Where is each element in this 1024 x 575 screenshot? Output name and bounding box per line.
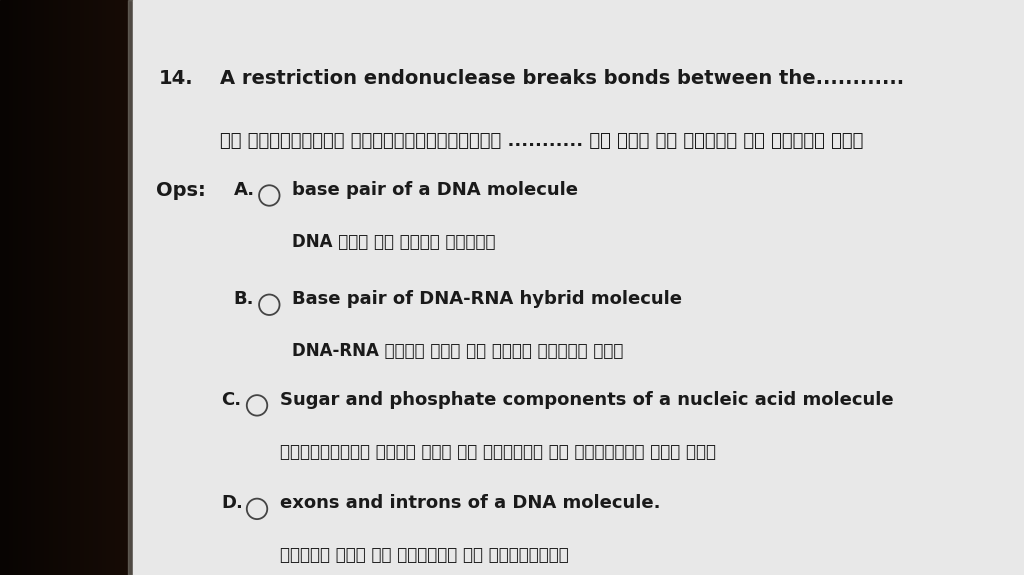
Bar	[120, 0, 124, 575]
Bar	[84, 0, 89, 575]
Text: A.: A.	[233, 181, 255, 199]
Bar	[49, 0, 53, 575]
Bar	[129, 0, 133, 575]
Bar	[17, 0, 23, 575]
Bar	[128, 0, 133, 575]
Bar	[62, 0, 67, 575]
Bar	[9, 0, 13, 575]
Bar	[23, 0, 27, 575]
Bar	[57, 0, 62, 575]
Bar	[106, 0, 111, 575]
Bar	[89, 0, 93, 575]
Text: डीएनए अणु के एक्सॉन और इंट्रॉन।: डीएनए अणु के एक्सॉन और इंट्रॉन।	[280, 546, 568, 564]
Text: D.: D.	[221, 494, 243, 512]
Bar	[53, 0, 57, 575]
Text: Base pair of DNA-RNA hybrid molecule: Base pair of DNA-RNA hybrid molecule	[292, 290, 682, 308]
Bar	[76, 0, 80, 575]
Bar	[93, 0, 97, 575]
Text: न्यूक्लिक अम्ल अणु के शर्करा और फॉस्फेट घटक है।: न्यूक्लिक अम्ल अणु के शर्करा और फॉस्फेट …	[280, 443, 716, 461]
Bar	[67, 0, 71, 575]
Bar	[71, 0, 76, 575]
Bar	[44, 0, 49, 575]
Bar	[36, 0, 40, 575]
Text: C.: C.	[221, 391, 242, 409]
Bar	[31, 0, 36, 575]
Text: base pair of a DNA molecule: base pair of a DNA molecule	[292, 181, 578, 199]
Text: एक प्रतिबंधन एंडोन्यूक्लिएस ........... के बीच के बंधों को तोड़ता है।: एक प्रतिबंधन एंडोन्यूक्लिएस ........... …	[220, 132, 863, 150]
Bar	[97, 0, 102, 575]
Bar	[13, 0, 17, 575]
Bar	[133, 0, 1024, 575]
Bar	[116, 0, 120, 575]
Bar	[0, 0, 4, 575]
Text: exons and introns of a DNA molecule.: exons and introns of a DNA molecule.	[280, 494, 660, 512]
Text: Sugar and phosphate components of a nucleic acid molecule: Sugar and phosphate components of a nucl…	[280, 391, 893, 409]
Text: DNA-RNA संकर अणु का आधार युग्म है।: DNA-RNA संकर अणु का आधार युग्म है।	[292, 342, 624, 360]
Text: DNA अणु का आधार युग्म: DNA अणु का आधार युग्म	[292, 233, 496, 251]
Bar	[40, 0, 44, 575]
Bar	[80, 0, 84, 575]
Bar	[27, 0, 31, 575]
Bar	[102, 0, 106, 575]
Bar	[111, 0, 116, 575]
Text: Ops:: Ops:	[156, 181, 206, 200]
Text: A restriction endonuclease breaks bonds between the............: A restriction endonuclease breaks bonds …	[220, 69, 904, 88]
Text: 14.: 14.	[159, 69, 194, 88]
Text: B.: B.	[233, 290, 254, 308]
Bar	[4, 0, 9, 575]
Bar	[124, 0, 129, 575]
